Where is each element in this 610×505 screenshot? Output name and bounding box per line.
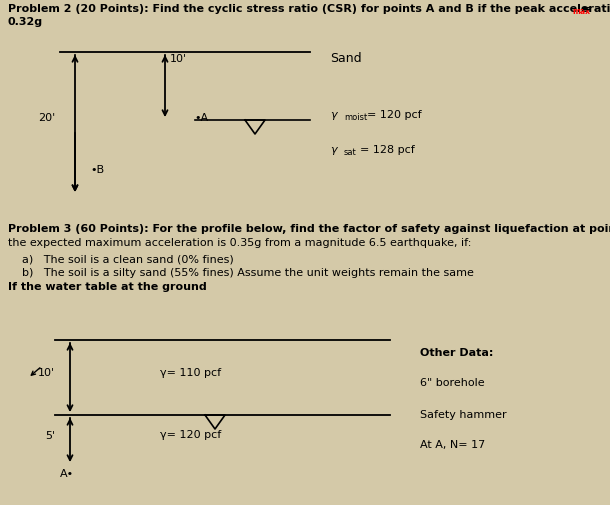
Text: 20': 20' [38, 113, 55, 123]
Text: γ= 110 pcf: γ= 110 pcf [160, 368, 221, 378]
Text: Safety hammer: Safety hammer [420, 410, 507, 420]
Text: •A: •A [194, 113, 208, 123]
Text: 5': 5' [45, 431, 55, 441]
Text: = 128 pcf: = 128 pcf [360, 145, 415, 155]
Text: 10': 10' [170, 54, 187, 64]
Text: Problem 2 (20 Points): Find the cyclic stress ratio (CSR) for points A and B if : Problem 2 (20 Points): Find the cyclic s… [8, 4, 610, 14]
Text: γ= 120 pcf: γ= 120 pcf [160, 430, 221, 440]
Text: Problem 3 (60 Points): For the profile below, find the factor of safety against : Problem 3 (60 Points): For the profile b… [8, 224, 610, 234]
Text: •B: •B [90, 165, 104, 175]
Text: =: = [582, 4, 591, 14]
Text: 6" borehole: 6" borehole [420, 378, 484, 388]
Text: a)   The soil is a clean sand (0% fines): a) The soil is a clean sand (0% fines) [22, 254, 234, 264]
Text: 0.32g: 0.32g [8, 17, 43, 27]
Text: max: max [572, 7, 590, 16]
Text: A•: A• [60, 469, 74, 479]
Text: b)   The soil is a silty sand (55% fines) Assume the unit weights remain the sam: b) The soil is a silty sand (55% fines) … [22, 268, 474, 278]
Text: moist: moist [344, 113, 367, 122]
Text: At A, N= 17: At A, N= 17 [420, 440, 485, 450]
Text: Sand: Sand [330, 52, 362, 65]
Text: the expected maximum acceleration is 0.35g from a magnitude 6.5 earthquake, if:: the expected maximum acceleration is 0.3… [8, 238, 472, 248]
Text: sat: sat [344, 148, 357, 157]
Text: 10': 10' [38, 369, 55, 379]
Text: γ: γ [330, 110, 337, 120]
Text: = 120 pcf: = 120 pcf [367, 110, 422, 120]
Text: Other Data:: Other Data: [420, 348, 493, 358]
Text: If the water table at the ground: If the water table at the ground [8, 282, 207, 292]
Text: γ: γ [330, 145, 337, 155]
